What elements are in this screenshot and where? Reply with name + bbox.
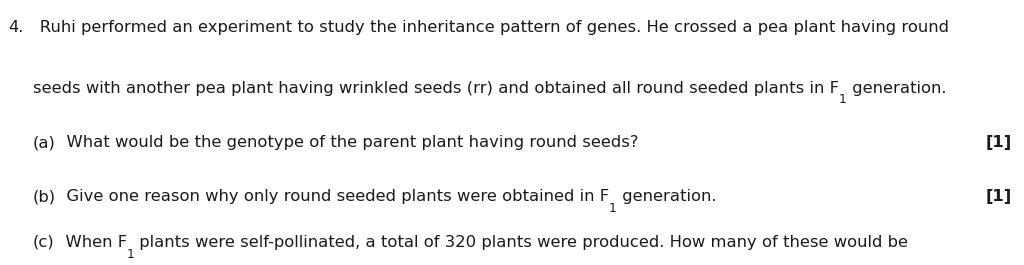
Text: 1: 1 [127,248,134,260]
Text: [1]: [1] [985,189,1012,204]
Text: seeds with another pea plant having wrinkled seeds (rr) and obtained all round s: seeds with another pea plant having wrin… [33,81,839,96]
Text: generation.: generation. [616,189,716,204]
Text: (c): (c) [33,235,54,250]
Text: Give one reason why only round seeded plants were obtained in F: Give one reason why only round seeded pl… [56,189,609,204]
Text: generation.: generation. [847,81,946,96]
Text: (a): (a) [33,135,55,150]
Text: When F: When F [54,235,127,250]
Text: 1: 1 [609,202,616,215]
Text: plants were self-pollinated, a total of 320 plants were produced. How many of th: plants were self-pollinated, a total of … [134,235,908,250]
Text: 4.: 4. [8,20,24,35]
Text: What would be the genotype of the parent plant having round seeds?: What would be the genotype of the parent… [55,135,638,150]
Text: (b): (b) [33,189,56,204]
Text: 1: 1 [839,93,847,106]
Text: [1]: [1] [985,135,1012,150]
Text: Ruhi performed an experiment to study the inheritance pattern of genes. He cross: Ruhi performed an experiment to study th… [24,20,948,35]
